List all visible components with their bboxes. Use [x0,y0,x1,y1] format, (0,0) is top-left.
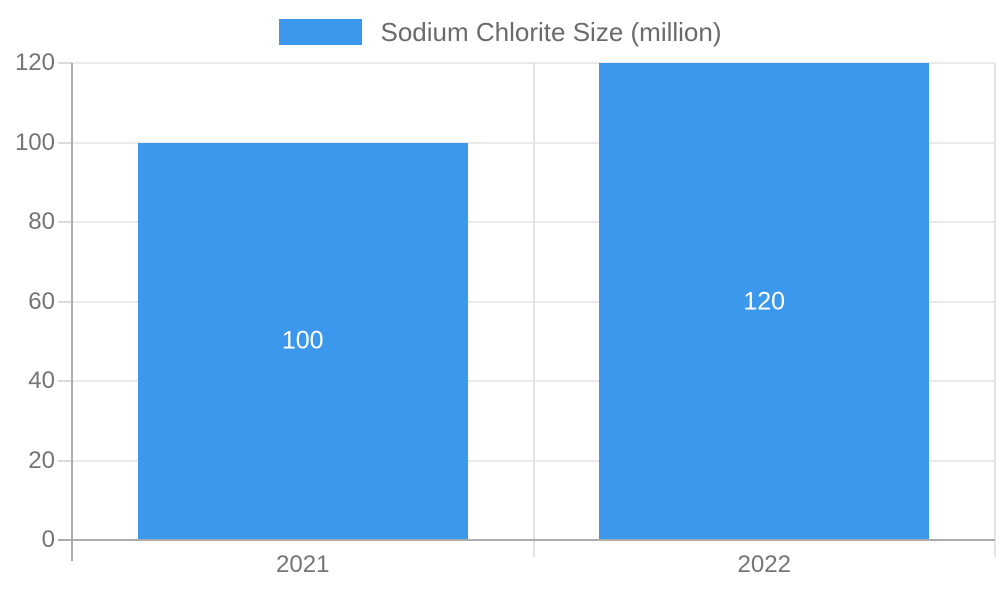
y-tick-label: 20 [28,446,55,474]
legend-label: Sodium Chlorite Size (million) [380,17,722,47]
y-tick-label: 40 [28,367,55,395]
y-tick-label: 0 [41,526,55,553]
y-tick-mark [58,459,72,462]
y-tick-mark [58,62,72,64]
bar[interactable]: 120 [599,63,930,540]
y-tick-label: 80 [28,208,55,236]
y-axis-labels: 0 20 40 60 80 100 120 [0,51,55,552]
legend[interactable]: Sodium Chlorite Size (million) [0,18,1000,46]
x-category-label: 2022 [737,551,791,578]
bar[interactable]: 100 [137,142,468,540]
y-tick-mark [58,380,72,383]
y-tick-label: 120 [14,49,55,76]
plot-area: 100 120 [58,62,996,561]
x-axis-labels: 2021 2022 [72,551,995,583]
bar-value-label: 100 [281,326,324,355]
legend-swatch [278,19,362,45]
category-boundary-line [994,63,996,557]
y-tick-mark [58,300,72,303]
x-axis-line [58,539,995,541]
y-axis-line [71,63,73,561]
x-category-label: 2021 [276,551,330,578]
y-tick-mark [58,221,72,224]
category-boundary-line [532,63,535,557]
y-tick-label: 100 [14,128,55,156]
y-tick-label: 60 [28,287,55,315]
bar-value-label: 120 [743,287,786,315]
y-tick-mark [58,141,72,144]
